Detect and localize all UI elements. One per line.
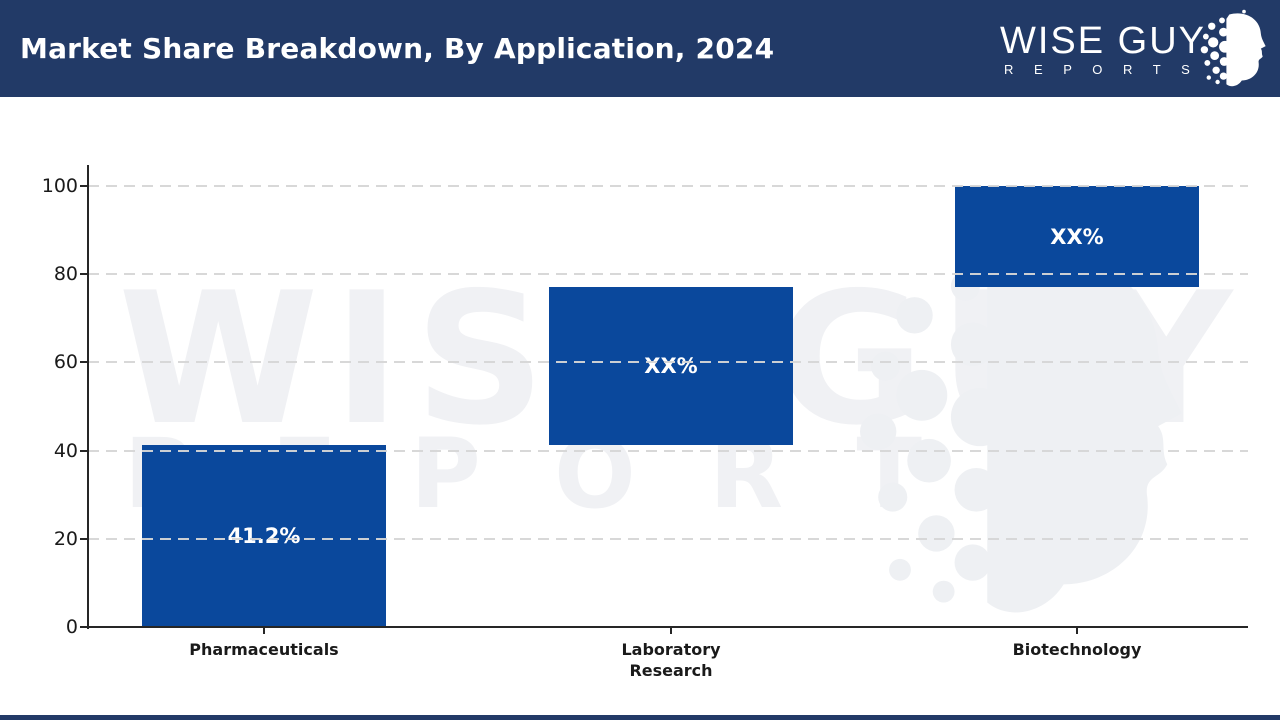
x-tick-label-pharmaceuticals: Pharmaceuticals [189, 640, 339, 659]
gridline-20 [88, 537, 1248, 540]
y-axis-tick [80, 626, 88, 628]
y-tick-label: 20 [53, 527, 78, 550]
bar-value-label: 41.2% [227, 524, 301, 549]
wise-guy-logo: WISE GUY R E P O R T S [1000, 8, 1266, 90]
x-tick-label-biotechnology: Biotechnology [1012, 640, 1142, 659]
bar-value-label: XX% [1050, 224, 1104, 249]
page-title: Market Share Breakdown, By Application, … [20, 32, 775, 65]
y-tick-label: 80 [53, 263, 78, 286]
gridline-100 [88, 185, 1248, 187]
logo-text: WISE GUY R E P O R T S [1000, 22, 1206, 76]
y-tick-label: 40 [53, 439, 78, 462]
logo-subtitle: R E P O R T S [1003, 61, 1199, 77]
y-axis-line [87, 165, 89, 629]
bar-pharmaceuticals: 41.2% [142, 445, 386, 627]
y-axis-tick [80, 361, 88, 364]
watermark-head-icon [860, 233, 1182, 613]
bar-biotechnology: XX% [955, 186, 1199, 288]
y-axis-tick [80, 537, 88, 540]
x-axis-line [87, 626, 1248, 628]
logo-head-icon [1200, 9, 1266, 86]
x-tick-label-laboratory-research: Laboratory Research [621, 640, 721, 680]
x-axis-tick [263, 628, 265, 634]
y-tick-label: 100 [41, 175, 78, 197]
header-bar: Market Share Breakdown, By Application, … [0, 0, 1280, 97]
y-axis-tick [80, 185, 88, 187]
y-tick-label: 60 [53, 351, 78, 374]
y-tick-label: 0 [65, 616, 78, 638]
x-axis-tick [1076, 628, 1078, 634]
gridline-40 [88, 449, 1248, 452]
y-axis-tick [80, 273, 88, 276]
gridline-80 [88, 273, 1248, 276]
x-axis-tick [670, 628, 672, 634]
gridline-60 [88, 361, 1248, 364]
bar-value-label: XX% [644, 354, 698, 379]
logo-wordmark: WISE GUY [999, 19, 1206, 62]
footer-bar [0, 715, 1280, 720]
bar-laboratory-research: XX% [549, 287, 793, 446]
y-axis-tick [80, 449, 88, 452]
